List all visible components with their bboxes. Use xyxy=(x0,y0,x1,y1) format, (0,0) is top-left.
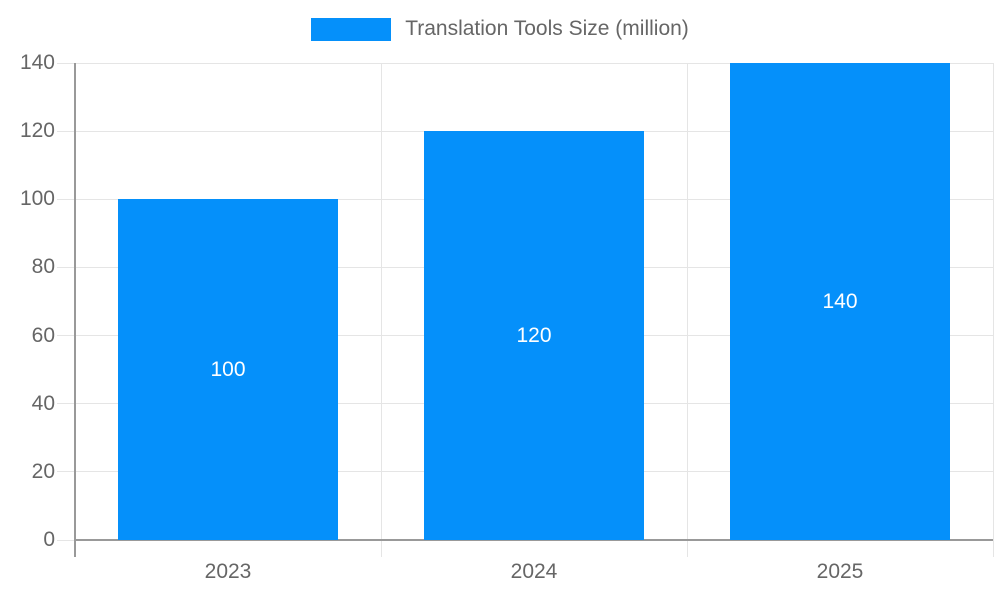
y-axis-tick-label: 0 xyxy=(43,528,55,551)
x-gridline xyxy=(992,63,994,540)
y-axis-tick xyxy=(57,130,75,132)
y-axis-tick xyxy=(57,471,75,473)
legend-series-label: Translation Tools Size (million) xyxy=(405,17,689,40)
x-axis-tick xyxy=(686,540,688,557)
y-axis-tick xyxy=(57,539,75,541)
y-axis-tick xyxy=(57,62,75,64)
bar-2023 xyxy=(118,199,338,540)
y-gridline xyxy=(75,62,993,64)
bar-value-label: 120 xyxy=(516,323,552,347)
x-gridline xyxy=(686,63,688,540)
y-axis-tick xyxy=(57,403,75,405)
x-axis-tick xyxy=(992,540,994,557)
x-axis-category-label: 2023 xyxy=(204,560,252,583)
y-axis-tick-label: 20 xyxy=(31,459,55,483)
x-axis-category-label: 2024 xyxy=(510,560,558,583)
chart-legend: Translation Tools Size (million) xyxy=(0,17,1000,41)
y-axis-tick xyxy=(57,335,75,337)
y-axis-tick xyxy=(57,266,75,268)
y-axis-tick-label: 60 xyxy=(31,323,55,347)
legend-item[interactable]: Translation Tools Size (million) xyxy=(311,17,689,41)
x-gridline xyxy=(380,63,382,540)
bar-2024 xyxy=(424,131,644,540)
y-axis-tick-label: 120 xyxy=(19,119,55,143)
y-axis-line xyxy=(74,63,76,557)
y-axis-tick xyxy=(57,198,75,200)
y-axis-tick-label: 140 xyxy=(19,51,55,74)
bar-value-label: 140 xyxy=(822,289,858,313)
x-axis-category-label: 2025 xyxy=(816,560,864,583)
y-axis-tick-label: 100 xyxy=(19,187,55,211)
bar-value-label: 100 xyxy=(210,357,246,381)
x-axis-line xyxy=(75,539,993,541)
y-axis-tick-label: 40 xyxy=(31,391,55,415)
x-axis-tick xyxy=(380,540,382,557)
y-axis-tick-label: 80 xyxy=(31,255,55,279)
bar-2025 xyxy=(730,63,950,540)
legend-color-swatch xyxy=(311,17,392,41)
